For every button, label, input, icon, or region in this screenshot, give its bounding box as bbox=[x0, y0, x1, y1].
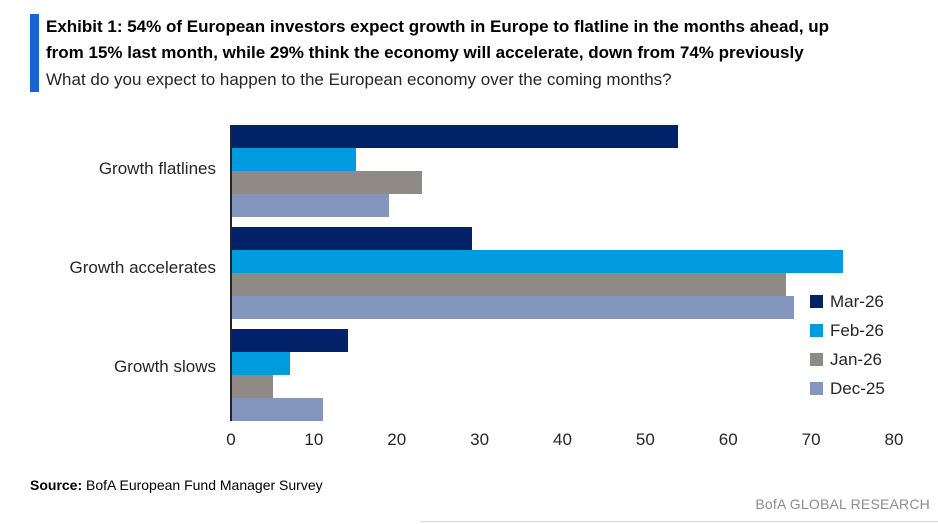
bar-jan-26-growth-accelerates bbox=[232, 273, 786, 296]
chart-subtitle: What do you expect to happen to the Euro… bbox=[46, 69, 672, 89]
bar-dec-25-growth-flatlines bbox=[232, 194, 389, 217]
x-tick-label-50: 50 bbox=[635, 430, 655, 449]
legend-swatch-mar-26 bbox=[810, 295, 823, 308]
category-label-growth-accelerates: Growth accelerates bbox=[69, 258, 216, 277]
x-tick-label-60: 60 bbox=[718, 430, 738, 449]
legend: Mar-26 Feb-26 Jan-26 Dec-25 bbox=[810, 287, 885, 403]
legend-swatch-dec-25 bbox=[810, 382, 823, 395]
legend-entry-jan-26: Jan-26 bbox=[810, 345, 885, 374]
category-label-growth-slows: Growth slows bbox=[113, 356, 216, 376]
bar-mar-26-growth-slows bbox=[232, 329, 348, 352]
legend-label-dec-25: Dec-25 bbox=[830, 378, 885, 398]
bottom-divider bbox=[420, 521, 938, 522]
legend-swatch-jan-26 bbox=[810, 353, 823, 366]
x-tick-label-40: 40 bbox=[553, 430, 572, 449]
legend-entry-mar-26: Mar-26 bbox=[810, 287, 885, 316]
bar-group-growth-slows bbox=[232, 329, 893, 421]
x-axis: 0 10 20 30 40 50 60 70 80 bbox=[226, 430, 903, 454]
bar-mar-26-growth-flatlines bbox=[232, 125, 679, 148]
title-text: Exhibit 1: 54% of European investors exp… bbox=[46, 14, 829, 92]
bar-jan-26-growth-flatlines bbox=[232, 171, 423, 194]
source-text: BofA European Fund Manager Survey bbox=[86, 477, 323, 493]
legend-label-mar-26: Mar-26 bbox=[830, 291, 884, 311]
bar-feb-26-growth-flatlines bbox=[232, 148, 356, 171]
x-tick-label-0: 0 bbox=[226, 430, 236, 449]
x-tick-label-70: 70 bbox=[801, 430, 821, 449]
exhibit-header: Exhibit 1: 54% of European investors exp… bbox=[30, 14, 829, 93]
legend-label-feb-26: Feb-26 bbox=[830, 320, 884, 340]
legend-entry-dec-25: Dec-25 bbox=[810, 374, 885, 403]
title-accent-bar bbox=[30, 14, 39, 93]
category-labels: Growth flatlines Growth accelerates Growth… bbox=[0, 125, 216, 421]
bar-dec-25-growth-accelerates bbox=[232, 296, 794, 319]
source-label: Source: bbox=[30, 477, 83, 493]
bar-mar-26-growth-accelerates bbox=[232, 227, 472, 250]
x-tick-label-30: 30 bbox=[470, 430, 490, 449]
bar-feb-26-growth-accelerates bbox=[232, 250, 844, 273]
x-tick-label-80: 80 bbox=[884, 430, 904, 449]
x-tick-label-10: 10 bbox=[304, 430, 324, 449]
bar-feb-26-growth-slows bbox=[232, 352, 290, 375]
bar-group-growth-flatlines bbox=[232, 125, 893, 217]
exhibit-title-line-2: from 15% last month, while 29% think the… bbox=[46, 43, 804, 63]
legend-entry-feb-26: Feb-26 bbox=[810, 316, 885, 345]
bar-dec-25-growth-slows bbox=[232, 398, 323, 421]
plot-area bbox=[230, 125, 893, 421]
x-tick-label-20: 20 bbox=[387, 430, 407, 449]
legend-label-jan-26: Jan-26 bbox=[830, 349, 882, 369]
bar-group-growth-accelerates bbox=[232, 227, 893, 319]
exhibit-title-line-1: Exhibit 1: 54% of European investors exp… bbox=[46, 17, 830, 36]
category-label-growth-flatlines: Growth flatlines bbox=[98, 159, 216, 179]
source-note: Source: BofA European Fund Manager Surve… bbox=[30, 477, 323, 493]
bar-jan-26-growth-slows bbox=[232, 375, 274, 398]
brand-mark: BofA GLOBAL RESEARCH bbox=[755, 496, 930, 512]
legend-swatch-feb-26 bbox=[810, 324, 823, 337]
